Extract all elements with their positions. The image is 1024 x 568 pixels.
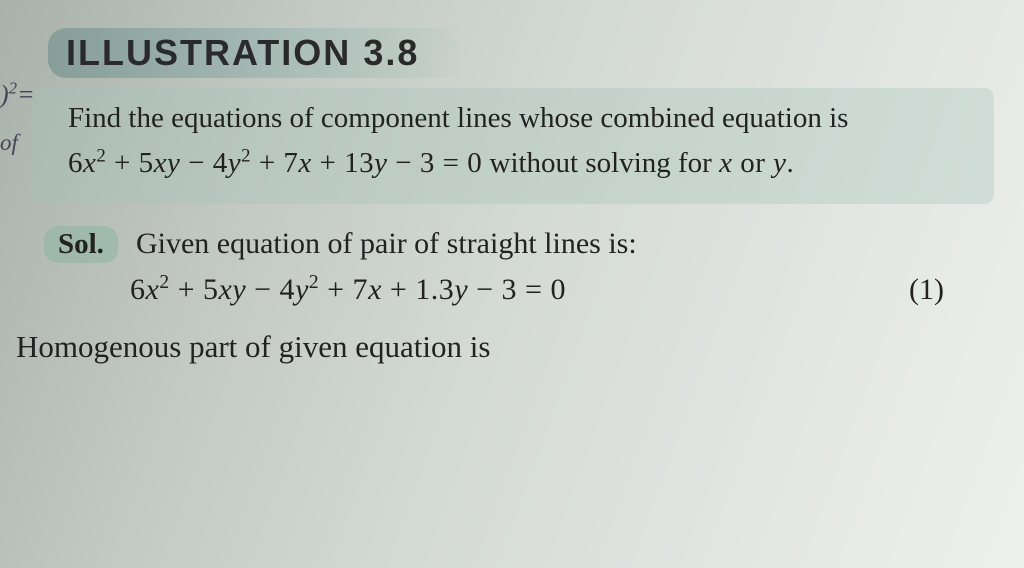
question-equation: 6x2 + 5xy − 4y2 + 7x + 13y − 3 = 0: [68, 147, 482, 179]
solution-intro-text: Given equation of pair of straight lines…: [136, 227, 637, 261]
solution-equation: 6x2 + 5xy − 4y2 + 7x + 1.3y − 3 = 0: [130, 273, 566, 307]
heading-label: ILLUSTRATION: [66, 32, 351, 73]
illustration-heading: ILLUSTRATION 3.8: [66, 32, 419, 73]
equation-number: (1): [909, 273, 944, 307]
question-text-post: without solving for: [490, 147, 720, 179]
question-vars: x or y.: [719, 147, 794, 179]
question-block: Find the equations of component lines wh…: [32, 88, 994, 204]
question-text-pre: Find the equations of component lines wh…: [68, 102, 848, 134]
illustration-heading-bar: ILLUSTRATION 3.8: [48, 28, 459, 78]
margin-annotation-2: of: [0, 130, 18, 156]
homogeneous-line: Homogenous part of given equation is: [16, 329, 1004, 365]
textbook-page: )2= of ILLUSTRATION 3.8 Find the equatio…: [0, 0, 1024, 568]
solution-label-pill: Sol.: [44, 226, 118, 263]
margin-annotation-1: )2=: [0, 80, 35, 110]
solution-intro-row: Sol. Given equation of pair of straight …: [44, 226, 1004, 263]
solution-equation-row: 6x2 + 5xy − 4y2 + 7x + 1.3y − 3 = 0 (1): [130, 273, 964, 307]
heading-number: 3.8: [363, 32, 419, 73]
